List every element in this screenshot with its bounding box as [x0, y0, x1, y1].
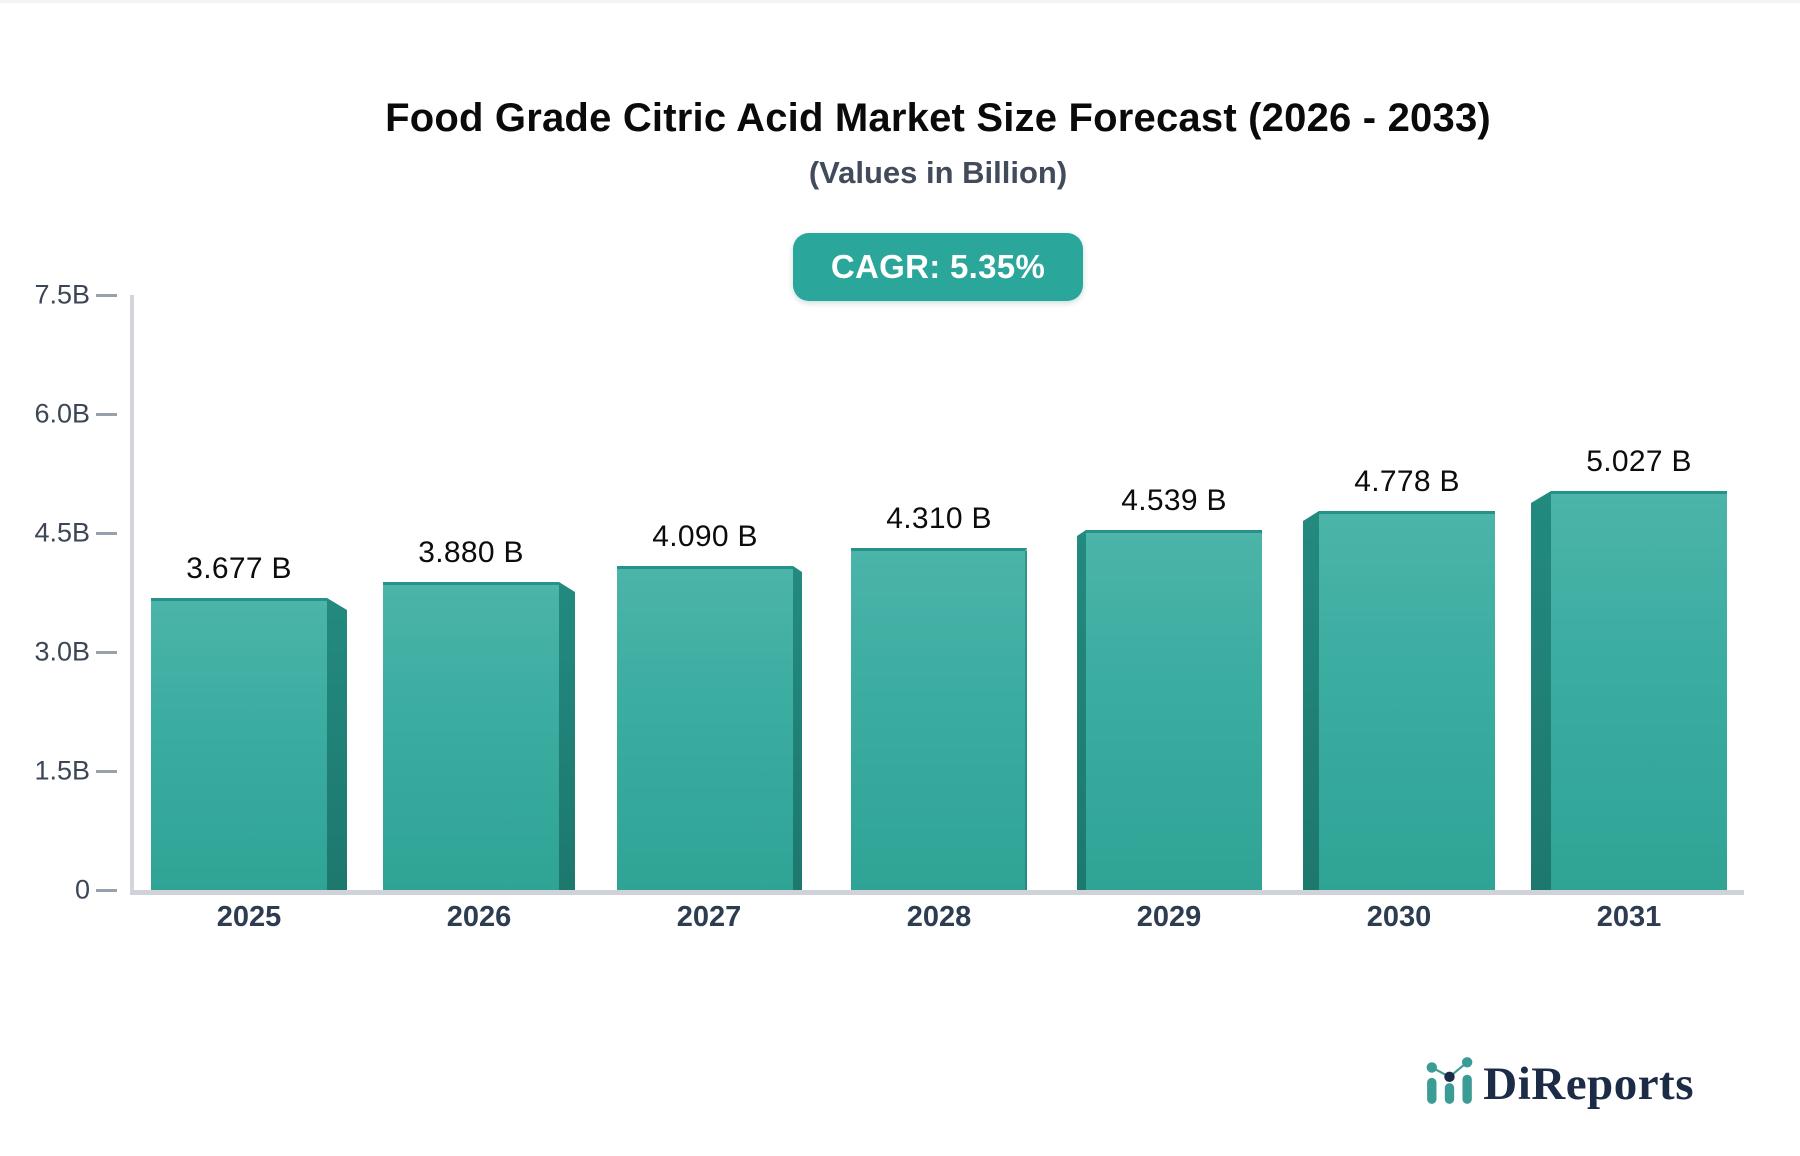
bar-value-label: 4.090 B [652, 520, 758, 553]
bar-face [851, 548, 1027, 890]
bar-2028: 4.310 B [851, 502, 1027, 890]
bar-value-label: 4.310 B [886, 502, 992, 535]
logo-text: DiReports [1483, 1058, 1694, 1110]
bar-value-label: 4.539 B [1121, 484, 1227, 517]
bar-face [151, 598, 327, 890]
y-axis-tick [96, 531, 117, 535]
bar-2027: 4.090 B [617, 520, 802, 890]
chart-canvas: Food Grade Citric Acid Market Size Forec… [0, 3, 1800, 1156]
bar-value-label: 3.677 B [186, 552, 292, 585]
bar-2030: 4.778 B [1303, 465, 1495, 890]
y-axis-label: 7.5B [34, 279, 90, 310]
bar-side-face [1077, 530, 1086, 890]
y-axis-label: 0 [74, 874, 90, 905]
x-axis-label-2029: 2029 [1136, 901, 1202, 933]
x-axis-label-2027: 2027 [676, 901, 742, 933]
bar-value-label: 3.880 B [418, 536, 524, 569]
bar-face [1319, 511, 1495, 890]
y-axis-label: 1.5B [34, 755, 90, 786]
y-axis-label: 6.0B [34, 398, 90, 429]
chart-header: Food Grade Citric Acid Market Size Forec… [134, 3, 1742, 301]
x-axis-label-2028: 2028 [906, 901, 972, 933]
y-axis-tick [96, 888, 117, 892]
x-axis-label-2026: 2026 [446, 901, 512, 933]
bar-2029: 4.539 B [1077, 484, 1262, 890]
bar-face [1086, 530, 1262, 890]
bar-side-face [1531, 491, 1551, 890]
bar-2025: 3.677 B [151, 552, 347, 890]
chart-title: Food Grade Citric Acid Market Size Forec… [385, 96, 1491, 140]
y-axis-tick [96, 412, 117, 416]
bar-2026: 3.880 B [383, 536, 575, 890]
bar-face [617, 566, 793, 890]
bar-face [1551, 491, 1727, 890]
bar-value-label: 4.778 B [1354, 465, 1460, 498]
bar-face [383, 582, 559, 890]
y-axis-tick [96, 293, 117, 297]
x-axis-label-2031: 2031 [1596, 901, 1662, 933]
bar-side-face [327, 598, 347, 890]
y-axis-tick [96, 650, 117, 654]
x-axis-label-2030: 2030 [1366, 901, 1432, 933]
x-axis-line [130, 890, 1744, 895]
cagr-badge: CAGR: 5.35% [792, 233, 1084, 301]
bar-side-face [559, 582, 575, 890]
chart-subtitle: (Values in Billion) [808, 155, 1068, 190]
bar-value-label: 5.027 B [1586, 445, 1692, 478]
direports-logo: DiReports [1424, 1054, 1694, 1108]
bar-2031: 5.027 B [1531, 445, 1727, 890]
y-axis-label: 4.5B [34, 517, 90, 548]
x-axis-label-2025: 2025 [216, 901, 282, 933]
bar-side-face [1303, 511, 1319, 890]
y-axis-tick [96, 769, 117, 773]
y-axis-line [130, 295, 134, 892]
mini-bar-line-chart-icon [1426, 1057, 1473, 1104]
bar-side-face [793, 566, 802, 890]
y-axis-label: 3.0B [34, 636, 90, 667]
